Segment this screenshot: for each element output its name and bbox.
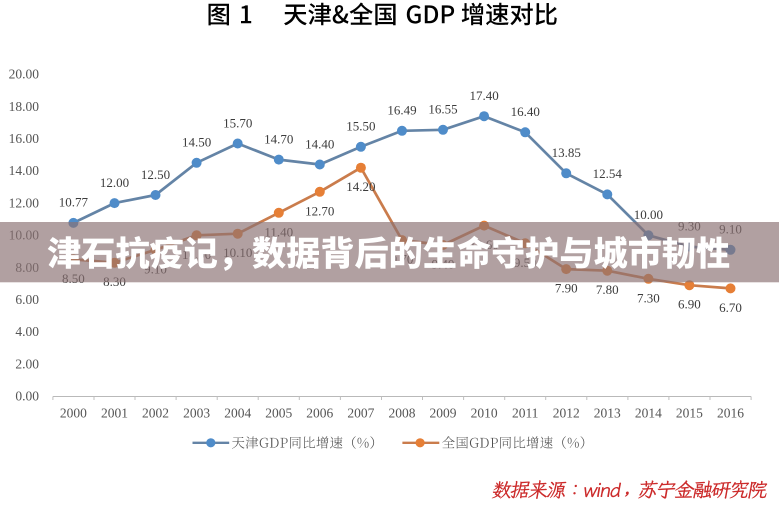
svg-text:14.70: 14.70 bbox=[264, 131, 293, 146]
svg-text:2003: 2003 bbox=[183, 406, 210, 421]
svg-text:6.00: 6.00 bbox=[15, 292, 39, 307]
svg-text:2008: 2008 bbox=[389, 406, 416, 421]
svg-text:4.00: 4.00 bbox=[15, 324, 39, 339]
svg-text:14.40: 14.40 bbox=[305, 136, 334, 151]
svg-text:2015: 2015 bbox=[676, 406, 703, 421]
svg-text:10.77: 10.77 bbox=[59, 195, 89, 210]
svg-text:14.20: 14.20 bbox=[346, 179, 375, 194]
svg-text:2013: 2013 bbox=[594, 406, 621, 421]
svg-text:17.40: 17.40 bbox=[469, 88, 498, 103]
svg-text:2012: 2012 bbox=[553, 406, 580, 421]
svg-text:6.70: 6.70 bbox=[719, 300, 742, 315]
svg-text:2014: 2014 bbox=[635, 406, 662, 421]
svg-text:2007: 2007 bbox=[347, 406, 374, 421]
svg-text:2016: 2016 bbox=[717, 406, 744, 421]
svg-text:0.00: 0.00 bbox=[15, 389, 39, 404]
svg-text:16.40: 16.40 bbox=[511, 104, 540, 119]
svg-text:15.50: 15.50 bbox=[346, 119, 375, 134]
svg-text:7.30: 7.30 bbox=[637, 290, 660, 305]
svg-text:2010: 2010 bbox=[471, 406, 498, 421]
svg-text:6.90: 6.90 bbox=[678, 297, 701, 312]
svg-text:12.54: 12.54 bbox=[593, 166, 623, 181]
svg-text:2001: 2001 bbox=[101, 406, 128, 421]
svg-text:2006: 2006 bbox=[306, 406, 333, 421]
svg-text:10.00: 10.00 bbox=[634, 207, 663, 222]
svg-text:16.00: 16.00 bbox=[9, 131, 40, 146]
svg-text:15.70: 15.70 bbox=[223, 115, 252, 130]
svg-text:12.00: 12.00 bbox=[9, 195, 40, 210]
svg-text:12.70: 12.70 bbox=[305, 203, 334, 218]
svg-text:14.00: 14.00 bbox=[9, 163, 40, 178]
svg-text:20.00: 20.00 bbox=[9, 67, 40, 82]
svg-text:7.80: 7.80 bbox=[596, 282, 619, 297]
svg-text:2.00: 2.00 bbox=[15, 356, 39, 371]
svg-text:2000: 2000 bbox=[60, 406, 87, 421]
svg-text:2009: 2009 bbox=[430, 406, 457, 421]
svg-text:12.00: 12.00 bbox=[100, 175, 129, 190]
svg-text:14.50: 14.50 bbox=[182, 135, 211, 150]
svg-text:7.90: 7.90 bbox=[555, 281, 578, 296]
svg-text:16.55: 16.55 bbox=[428, 102, 457, 117]
svg-text:2011: 2011 bbox=[512, 406, 539, 421]
svg-text:12.50: 12.50 bbox=[141, 167, 170, 182]
svg-text:18.00: 18.00 bbox=[9, 99, 40, 114]
svg-text:2002: 2002 bbox=[142, 406, 169, 421]
svg-text:16.49: 16.49 bbox=[387, 103, 416, 118]
svg-text:13.85: 13.85 bbox=[552, 145, 581, 160]
svg-text:2004: 2004 bbox=[224, 406, 251, 421]
svg-text:2005: 2005 bbox=[265, 406, 292, 421]
